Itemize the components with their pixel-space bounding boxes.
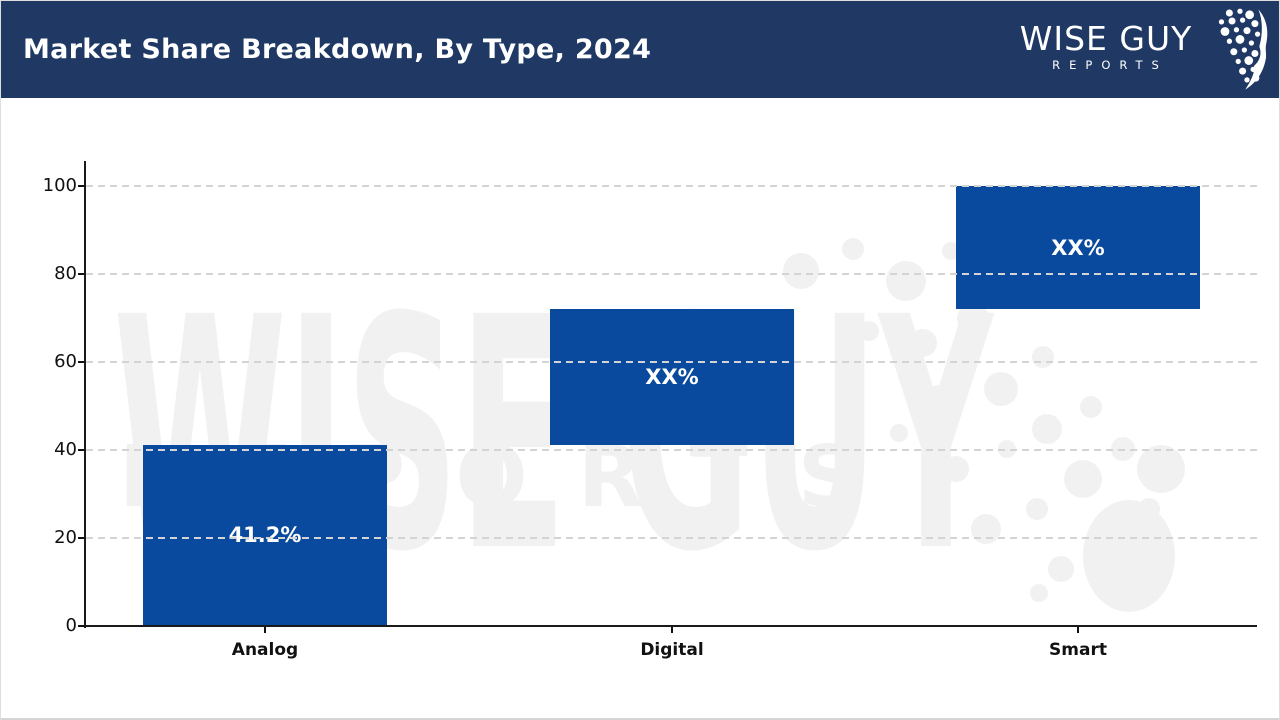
logo-wordmark: WISE GUY [1019, 19, 1193, 58]
x-axis-spine [84, 625, 1257, 627]
y-axis-tick-mark [78, 625, 85, 627]
logo-text: WISE GUY REPORTS [1017, 22, 1195, 72]
y-gridline [86, 273, 1257, 275]
wise-guy-logo: WISE GUY REPORTS [1017, 6, 1269, 94]
bar-value-label: XX% [1051, 235, 1105, 260]
page-title: Market Share Breakdown, By Type, 2024 [23, 34, 652, 65]
y-gridline [86, 185, 1257, 187]
y-axis-tick-mark [78, 185, 85, 187]
bar-segment: XX% [550, 309, 794, 445]
y-axis-tick-mark [78, 273, 85, 275]
header: Market Share Breakdown, By Type, 2024 WI… [1, 1, 1279, 98]
bar-segment: XX% [956, 186, 1200, 310]
y-axis-tick-label: 100 [42, 175, 77, 196]
y-axis-tick-label: 40 [54, 439, 77, 460]
y-axis-tick-label: 20 [54, 527, 77, 548]
y-gridline [86, 537, 1257, 539]
x-axis-category-label: Digital [640, 640, 704, 660]
x-axis-category-label: Analog [231, 640, 299, 660]
y-gridline [86, 449, 1257, 451]
y-gridline [86, 361, 1257, 363]
y-axis-tick-mark [78, 361, 85, 363]
bar-value-label: XX% [645, 364, 699, 389]
y-axis-tick-label: 60 [54, 351, 77, 372]
x-axis-category-label: Smart [1049, 640, 1107, 660]
y-axis-tick-mark [78, 537, 85, 539]
y-axis-spine [84, 161, 86, 628]
x-axis-tick-mark [1077, 626, 1079, 633]
x-axis-tick-mark [671, 626, 673, 633]
bar-value-label: 41.2% [228, 523, 302, 548]
bar-segment: 41.2% [143, 444, 387, 626]
plot-area: 0 20 40 60 80 100 41.2% XX% XX% Analog Digital Smar… [1, 98, 1279, 718]
y-axis-tick-label: 0 [65, 615, 77, 636]
y-axis-tick-label: 80 [54, 263, 77, 284]
logo-subtitle: REPORTS [1052, 58, 1168, 72]
x-axis-tick-mark [264, 626, 266, 633]
logo-face-icon [1218, 8, 1268, 90]
y-axis-tick-mark [78, 449, 85, 451]
